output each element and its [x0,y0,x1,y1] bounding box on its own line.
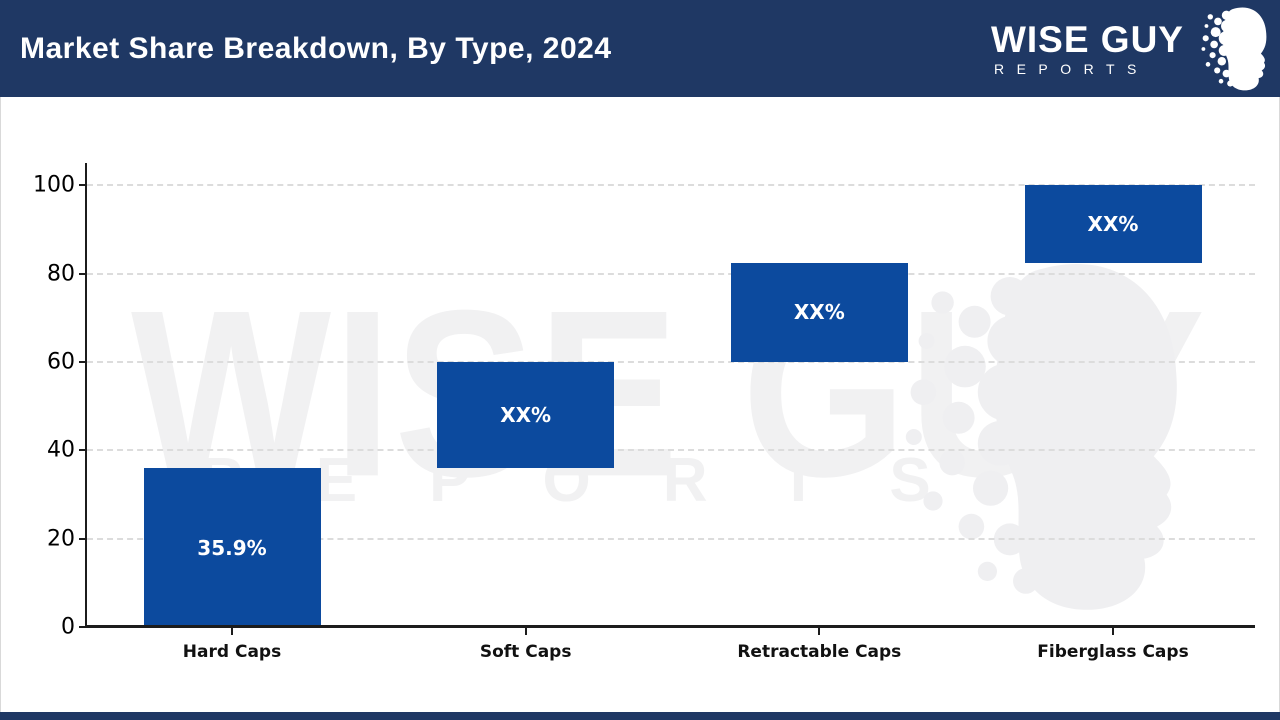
bar-fiberglass-caps: XX% [1024,185,1202,263]
y-axis-tick-mark [79,626,87,628]
y-axis-tick-label: 20 [47,526,75,552]
x-axis-category-label: Hard Caps [182,642,282,662]
page-title: Market Share Breakdown, By Type, 2024 [20,31,612,65]
gridline [87,361,1255,363]
gridline [87,184,1255,187]
y-axis-tick-mark [79,361,87,363]
y-axis-tick-mark [79,184,87,187]
y-axis-tick-label: 0 [61,614,75,640]
y-axis-tick-mark [79,449,87,452]
logo-subtext: REPORTS [993,60,1149,77]
x-axis-category-label: Retractable Caps [737,642,902,662]
logo-wordmark: WISE GUY [990,18,1184,60]
gridline [87,272,1255,275]
x-axis-category-label: Fiberglass Caps [1037,642,1189,662]
footer-bar [0,712,1280,720]
gridline [87,449,1255,452]
x-axis-tick-mark [524,627,527,635]
watermark-face-icon [905,263,1177,610]
logo-text: WISE GUY REPORTS [991,21,1184,77]
bar-hard-caps: 35.9% [143,468,321,627]
bar-value-label: XX% [793,300,845,325]
x-axis-tick-mark [818,627,821,635]
header-banner: Market Share Breakdown, By Type, 2024 WI… [0,0,1280,97]
chart-area: WISE GUY REPORTS 35.9% XX% XX% XX% [0,97,1280,712]
x-axis-tick-mark [1112,627,1114,635]
bar-value-label: XX% [1087,211,1139,236]
y-axis-spine [85,163,87,627]
bar-soft-caps: XX% [437,362,615,469]
logo-face-icon [1201,7,1267,90]
y-axis-tick-mark [79,272,87,275]
gridline [87,537,1255,540]
y-axis-tick-mark [79,537,87,540]
x-axis-spine [85,625,1255,628]
y-axis-tick-label: 40 [47,437,75,463]
wiseguy-logo: WISE GUY REPORTS [991,0,1274,97]
y-axis-tick-label: 60 [47,349,75,375]
x-axis-tick-mark [231,627,233,635]
bar-retractable-caps: XX% [730,262,908,362]
x-axis-category-label: Soft Caps [479,642,572,662]
y-axis-tick-label: 80 [47,261,75,287]
y-axis-tick-label: 100 [33,172,75,198]
bar-value-label: XX% [500,403,552,428]
bar-value-label: 35.9% [197,535,267,560]
